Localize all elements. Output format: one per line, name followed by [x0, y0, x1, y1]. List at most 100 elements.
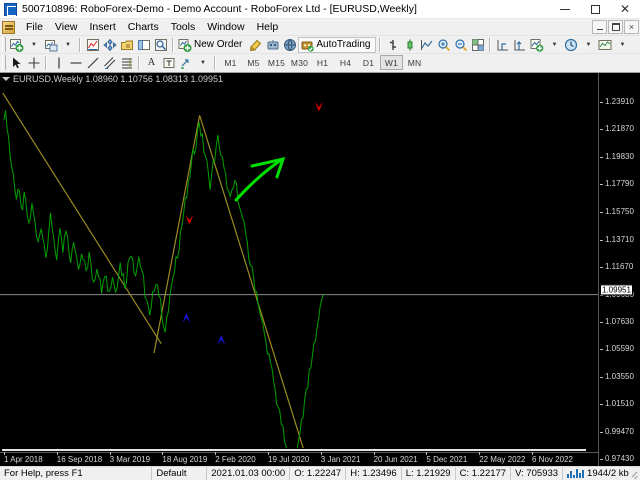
time-tick-label: 3 Jan 2021: [320, 452, 361, 464]
auto-scroll-icon: [514, 39, 525, 50]
crosshair-button[interactable]: [25, 55, 42, 71]
auto-scroll-button[interactable]: [511, 37, 528, 53]
trendline[interactable]: [2, 92, 162, 344]
cursor-button[interactable]: [8, 55, 25, 71]
menu-window[interactable]: Window: [207, 21, 245, 33]
profiles-dropdown[interactable]: ▼: [65, 41, 71, 48]
text-button[interactable]: A: [143, 55, 160, 71]
price-tick-label: 1.21870: [599, 125, 634, 133]
menu-help[interactable]: Help: [256, 21, 279, 33]
time-tick-label: 16 Sep 2018: [56, 452, 103, 464]
zoom-in-button[interactable]: [435, 37, 452, 53]
timeframe-h1-button[interactable]: H1: [316, 57, 329, 68]
navigator-button[interactable]: [118, 37, 135, 53]
new-order-icon: [178, 38, 192, 52]
chart-shift-button[interactable]: [494, 37, 511, 53]
price-tick-label: 1.17790: [599, 180, 634, 188]
terminal-button[interactable]: [135, 37, 152, 53]
toolbar-separator: [138, 55, 140, 70]
timeframe-m15-button[interactable]: M15: [267, 57, 286, 68]
scrollbar-thumb[interactable]: [2, 449, 586, 451]
annotation-arrow-shaft[interactable]: [234, 158, 283, 202]
chart-area[interactable]: EURUSD,Weekly 1.08960 1.10756 1.08313 1.…: [0, 72, 640, 466]
sell-signal-marker[interactable]: [314, 101, 323, 112]
minimize-button[interactable]: [550, 0, 580, 19]
mdi-close-button[interactable]: [624, 20, 639, 34]
autotrading-button[interactable]: AutoTrading: [298, 36, 377, 53]
trendline-button[interactable]: [84, 55, 101, 71]
profiles-button[interactable]: [42, 37, 59, 53]
arrows-dropdown[interactable]: ▼: [200, 59, 206, 66]
vertical-line-button[interactable]: [50, 55, 67, 71]
timeframe-d1-button[interactable]: D1: [362, 57, 375, 68]
toolbar-separator: [79, 37, 81, 52]
toolbar-grip[interactable]: [2, 37, 6, 52]
line-chart-button[interactable]: [418, 37, 435, 53]
menu-file[interactable]: File: [26, 21, 43, 33]
chart-header: EURUSD,Weekly 1.08960 1.10756 1.08313 1.…: [0, 73, 223, 85]
new-chart-dropdown[interactable]: ▼: [31, 41, 37, 48]
price-scale[interactable]: 1.23910 1.21870 1.19830 1.17790 1.15750 1.137…: [598, 73, 640, 466]
new-order-button[interactable]: New Order: [177, 37, 247, 53]
timeframe-h4-button[interactable]: H4: [339, 57, 352, 68]
buy-signal-marker[interactable]: [217, 334, 226, 345]
strategy-tester-button[interactable]: [152, 37, 169, 53]
fibonacci-retracement-button[interactable]: [118, 55, 135, 71]
equidistant-channel-button[interactable]: [101, 55, 118, 71]
chart-grid-button[interactable]: [469, 37, 486, 53]
time-scale[interactable]: 1 Apr 2018 16 Sep 2018 3 Mar 2019 18 Aug 20…: [0, 452, 598, 466]
expert-advisors-button[interactable]: [264, 37, 281, 53]
market-watch-button[interactable]: [84, 37, 101, 53]
timeframe-w1-button[interactable]: W1: [380, 55, 403, 70]
strategy-tester-icon: [154, 38, 167, 51]
horizontal-line-button[interactable]: [67, 55, 84, 71]
price-tick-label: 1.15750: [599, 207, 634, 216]
menu-charts[interactable]: Charts: [127, 21, 159, 33]
bar-chart-button[interactable]: [384, 37, 401, 53]
periodicity-dropdown[interactable]: ▼: [585, 41, 592, 48]
line-chart-icon: [420, 39, 433, 50]
maximize-button[interactable]: [580, 0, 610, 19]
indicator-list-icon: [530, 38, 544, 52]
timeframe-m1-button[interactable]: M1: [224, 57, 237, 68]
toolbar-grip[interactable]: [2, 55, 6, 70]
templates-button[interactable]: [596, 37, 613, 53]
mdi-minimize-button[interactable]: [592, 20, 607, 34]
timeframe-m5-button[interactable]: M5: [247, 57, 260, 68]
resize-grip-icon[interactable]: [633, 469, 638, 478]
toolbar-separator: [172, 37, 174, 52]
price-tick-label: 1.05590: [599, 345, 634, 353]
zoom-out-button[interactable]: [452, 37, 469, 53]
price-tick-label: 1.03550: [599, 372, 634, 381]
text-label-button[interactable]: [160, 55, 177, 71]
menu-view[interactable]: View: [54, 21, 78, 33]
candlestick-chart-button[interactable]: [401, 37, 418, 53]
buy-signal-marker[interactable]: [182, 312, 191, 323]
chart-collapse-icon[interactable]: [2, 77, 10, 81]
timeframe-mn-button[interactable]: MN: [407, 57, 422, 68]
status-profile[interactable]: Default: [151, 466, 206, 480]
indicator-list-dropdown[interactable]: ▼: [551, 41, 558, 48]
status-traffic: 1944/2 kb: [562, 466, 633, 480]
data-window-button[interactable]: [101, 37, 118, 53]
horizontal-line-icon: [70, 61, 81, 64]
indicators-button[interactable]: [281, 37, 298, 53]
timeframe-m30-button[interactable]: M30: [290, 57, 309, 68]
trendline[interactable]: [199, 115, 314, 466]
metaeditor-button[interactable]: [247, 37, 264, 53]
chart-horizontal-scrollbar[interactable]: [0, 448, 598, 452]
annotation-arrow-head[interactable]: [250, 156, 286, 179]
close-button[interactable]: ✕: [619, 2, 631, 16]
mdi-restore-button[interactable]: [608, 20, 623, 34]
time-tick-label: 1 Apr 2018: [4, 452, 43, 464]
menu-grip-icon[interactable]: [2, 20, 15, 34]
new-chart-button[interactable]: [8, 37, 25, 53]
menu-tools[interactable]: Tools: [170, 21, 196, 33]
menu-insert[interactable]: Insert: [89, 21, 116, 33]
templates-dropdown[interactable]: ▼: [619, 41, 626, 48]
indicator-list-button[interactable]: [528, 37, 545, 53]
sell-signal-marker[interactable]: [185, 214, 194, 225]
arrows-button[interactable]: [177, 55, 194, 71]
periodicity-button[interactable]: [562, 37, 579, 53]
